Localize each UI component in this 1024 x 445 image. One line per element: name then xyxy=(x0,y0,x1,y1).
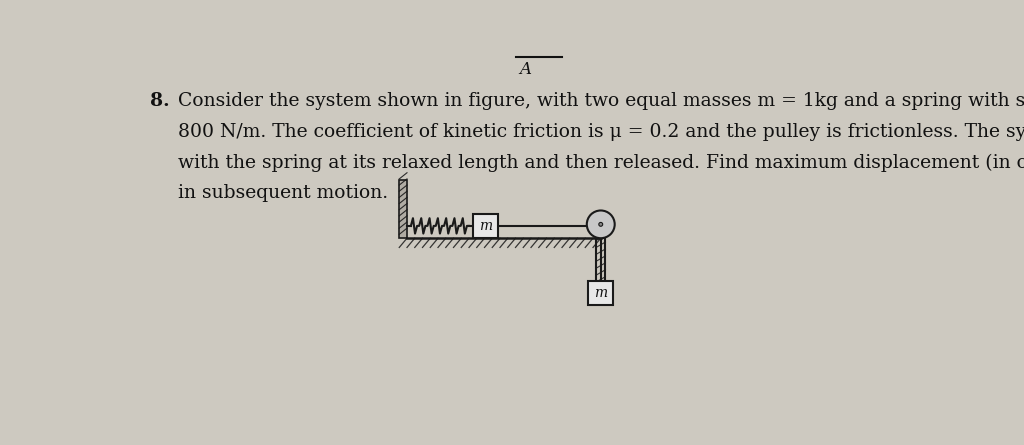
Bar xyxy=(473,214,498,238)
Text: A: A xyxy=(519,61,530,78)
Circle shape xyxy=(599,222,603,226)
Bar xyxy=(399,181,407,238)
Circle shape xyxy=(587,210,614,238)
Text: m: m xyxy=(478,219,492,233)
Text: m: m xyxy=(594,286,607,300)
Bar xyxy=(589,280,613,305)
Text: 8.: 8. xyxy=(150,92,169,110)
Text: 800 N/m. The coefficient of kinetic friction is μ = 0.2 and the pulley is fricti: 800 N/m. The coefficient of kinetic fric… xyxy=(178,123,1024,141)
Text: with the spring at its relaxed length and then released. Find maximum displaceme: with the spring at its relaxed length an… xyxy=(178,154,1024,172)
Text: Consider the system shown in figure, with two equal masses m = 1kg and a spring : Consider the system shown in figure, wit… xyxy=(178,92,1024,110)
Text: in subsequent motion.: in subsequent motion. xyxy=(178,184,388,202)
